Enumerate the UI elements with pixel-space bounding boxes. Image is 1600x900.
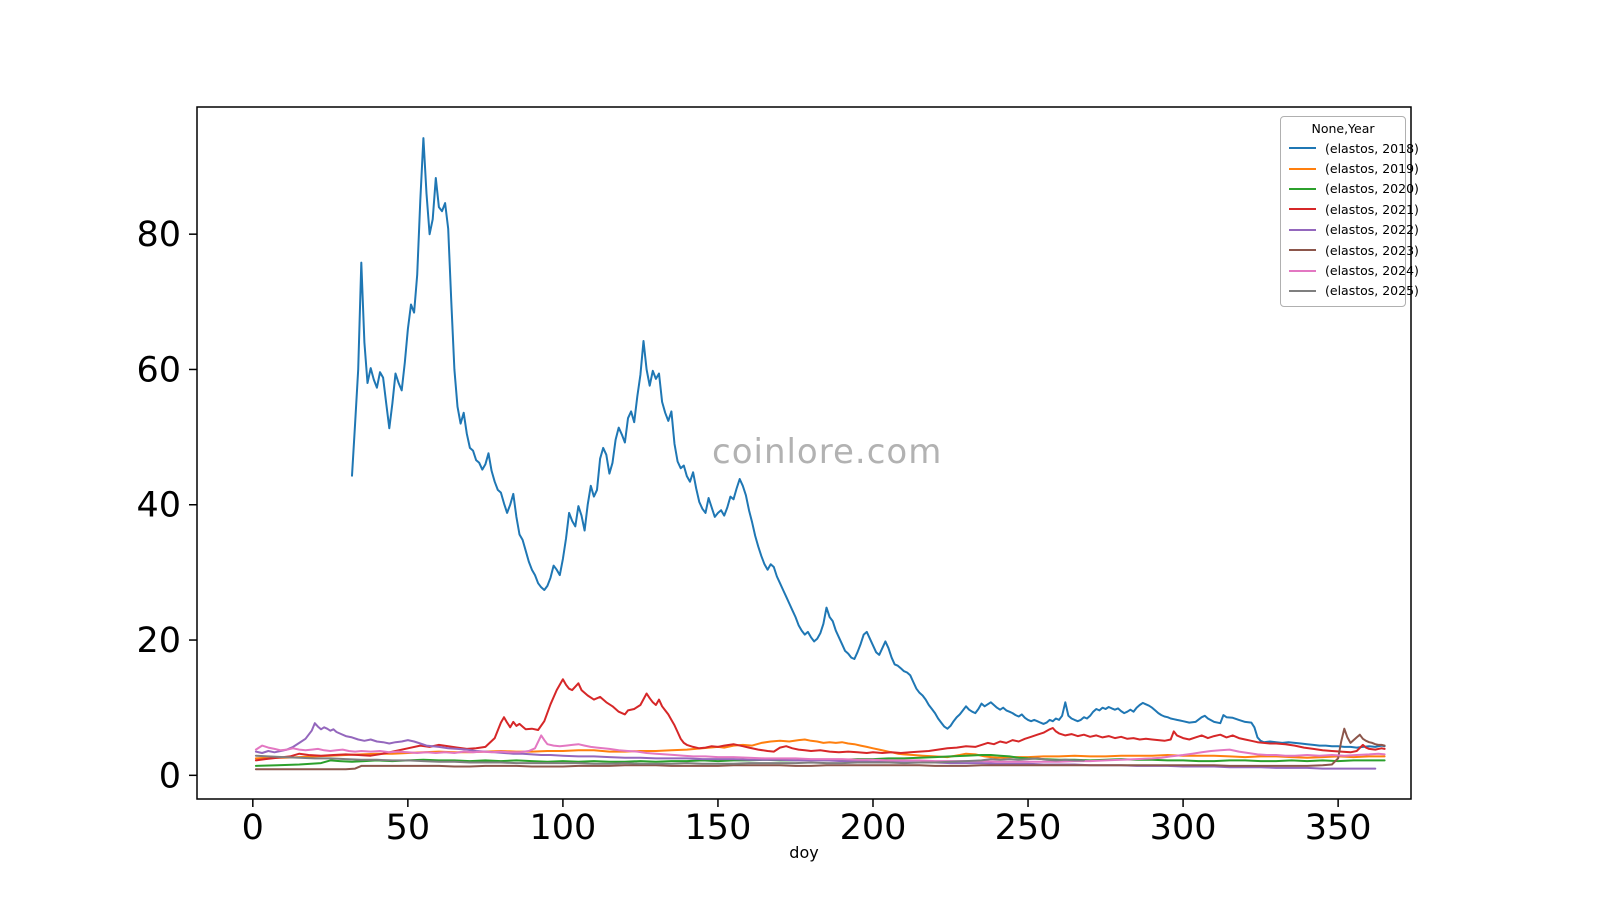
legend-entry: (elastos, 2024): [1287, 260, 1419, 280]
watermark: coinlore.com: [712, 432, 943, 472]
y-tick-label: 20: [136, 621, 181, 661]
legend-label: (elastos, 2024): [1325, 263, 1419, 279]
legend-title: None,Year: [1311, 121, 1375, 136]
legend-line-sample: [1289, 249, 1316, 252]
legend-entry: (elastos, 2019): [1287, 158, 1419, 178]
series-line-2023: [254, 727, 1386, 771]
y-tick-label: 80: [136, 215, 181, 255]
series-line-2025: [254, 754, 1085, 765]
legend-items: (elastos, 2018) (elastos, 2019) (elastos, …: [1287, 138, 1419, 301]
x-axis-label: doy: [789, 843, 819, 862]
legend-line-sample: [1289, 289, 1316, 292]
x-tick-label: 150: [685, 808, 752, 848]
x-tick-label: 350: [1305, 808, 1372, 848]
x-tick-label: 300: [1150, 808, 1217, 848]
legend-line-sample: [1289, 269, 1316, 272]
legend-line-sample: [1289, 228, 1316, 231]
x-tick-label: 50: [386, 808, 431, 848]
legend-line-sample: [1289, 147, 1316, 150]
x-tick-label: 200: [840, 808, 907, 848]
series-line-2018: [351, 137, 1386, 749]
series-line-2019: [254, 738, 1386, 760]
legend-line-sample: [1289, 167, 1316, 170]
x-tick-label: 100: [529, 808, 596, 848]
series-line-2024: [254, 734, 1386, 763]
legend-label: (elastos, 2023): [1325, 242, 1419, 258]
y-tick-label: 40: [136, 486, 181, 526]
legend-label: (elastos, 2020): [1325, 181, 1419, 197]
x-tick-label: 0: [242, 808, 264, 848]
legend-entry: (elastos, 2023): [1287, 240, 1419, 260]
legend-entry: (elastos, 2020): [1287, 179, 1419, 199]
legend-entry: (elastos, 2018): [1287, 138, 1419, 158]
legend-label: (elastos, 2022): [1325, 222, 1419, 238]
legend: None,Year (elastos, 2018) (elastos, 2019)…: [1280, 116, 1419, 308]
series-line-2021: [254, 678, 1386, 762]
legend-label: (elastos, 2018): [1325, 140, 1419, 156]
legend-line-sample: [1289, 208, 1316, 211]
plot-border: [196, 106, 1412, 800]
legend-entry: (elastos, 2021): [1287, 199, 1419, 219]
legend-label: (elastos, 2019): [1325, 161, 1419, 177]
y-tick-label: 60: [136, 350, 181, 390]
y-tick-label: 0: [159, 756, 181, 796]
x-tick-label: 250: [995, 808, 1062, 848]
legend-entry: (elastos, 2022): [1287, 220, 1419, 240]
legend-label: (elastos, 2025): [1325, 283, 1419, 299]
legend-entry: (elastos, 2025): [1287, 281, 1419, 301]
legend-line-sample: [1289, 187, 1316, 190]
legend-label: (elastos, 2021): [1325, 201, 1419, 217]
